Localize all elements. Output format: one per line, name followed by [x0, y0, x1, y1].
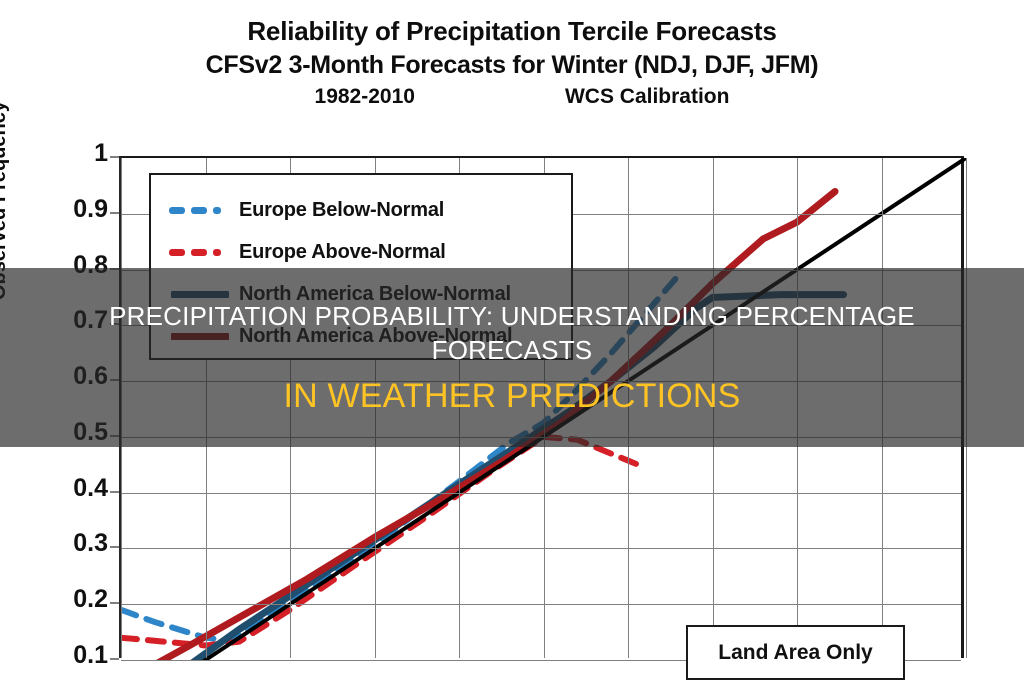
gridline-vertical — [712, 158, 714, 658]
gridline-vertical — [881, 158, 883, 658]
gridline-horizontal — [121, 492, 961, 494]
legend-item-2[interactable]: North America Below-Normal — [151, 273, 571, 315]
legend-line-swatch-icon — [169, 203, 231, 217]
legend-line-swatch-icon — [169, 287, 231, 301]
title-period: 1982-2010 — [314, 85, 415, 108]
gridline-horizontal — [121, 381, 961, 383]
y-axis-tick-mark — [110, 546, 119, 549]
legend-item-label: North America Below-Normal — [239, 282, 511, 305]
y-axis-tick-mark — [110, 379, 119, 382]
legend-item-label: Europe Below-Normal — [239, 198, 445, 221]
land-area-annotation-box: Land Area Only — [686, 625, 905, 680]
y-axis-tick-mark — [110, 602, 119, 605]
y-axis-tick-label: 0.9 — [73, 194, 108, 223]
y-axis-tick-label: 0.5 — [73, 417, 108, 446]
legend-item-label: Europe Above-Normal — [239, 240, 446, 263]
chart-legend: Europe Below-Normal Europe Above-Normal No… — [149, 173, 573, 360]
gridline-vertical — [121, 158, 122, 658]
y-axis-tick-mark — [110, 267, 119, 270]
gridline-horizontal — [121, 660, 961, 661]
gridline-vertical — [797, 158, 798, 658]
gridline-horizontal — [121, 604, 961, 606]
y-axis-tick-mark — [110, 434, 119, 437]
y-axis-tick-label: 0.3 — [73, 529, 108, 558]
land-area-label: Land Area Only — [718, 640, 873, 664]
title-calibration: WCS Calibration — [564, 85, 730, 108]
y-axis-tick-mark — [110, 211, 119, 214]
y-axis-tick-label: 0.1 — [73, 641, 108, 669]
y-axis-tick-mark — [110, 156, 119, 158]
y-axis-tick-mark — [110, 658, 119, 660]
y-axis-tick-label: 1 — [94, 139, 108, 167]
chart-title-block: Reliability of Precipitation Tercile For… — [0, 14, 1024, 112]
y-axis-tick-label: 0.6 — [73, 362, 108, 391]
chart-title-line2: CFSv2 3-Month Forecasts for Winter (NDJ,… — [205, 51, 819, 79]
legend-item-1[interactable]: Europe Above-Normal — [151, 231, 571, 273]
gridline-vertical — [966, 158, 967, 658]
y-axis-tick-label: 0.4 — [73, 473, 108, 502]
chart-title-line3: 1982-2010 WCS Calibration — [0, 82, 1024, 112]
gridline-vertical — [628, 158, 629, 658]
legend-line-swatch-icon — [169, 245, 231, 259]
legend-item-3[interactable]: North America Above-Normal — [151, 315, 571, 357]
y-axis-tick-mark — [110, 490, 119, 493]
legend-item-0[interactable]: Europe Below-Normal — [151, 189, 571, 231]
chart-title-line1: Reliability of Precipitation Tercile For… — [247, 16, 777, 46]
legend-line-swatch-icon — [169, 329, 231, 343]
y-axis-tick-mark — [110, 323, 119, 326]
gridline-horizontal — [121, 436, 961, 438]
legend-item-label: North America Above-Normal — [239, 324, 513, 347]
y-axis-tick-label: 0.2 — [73, 585, 108, 614]
y-axis-tick-label: 0.7 — [73, 306, 108, 335]
y-axis-tick-label: 0.8 — [73, 250, 108, 279]
gridline-horizontal — [121, 548, 961, 550]
